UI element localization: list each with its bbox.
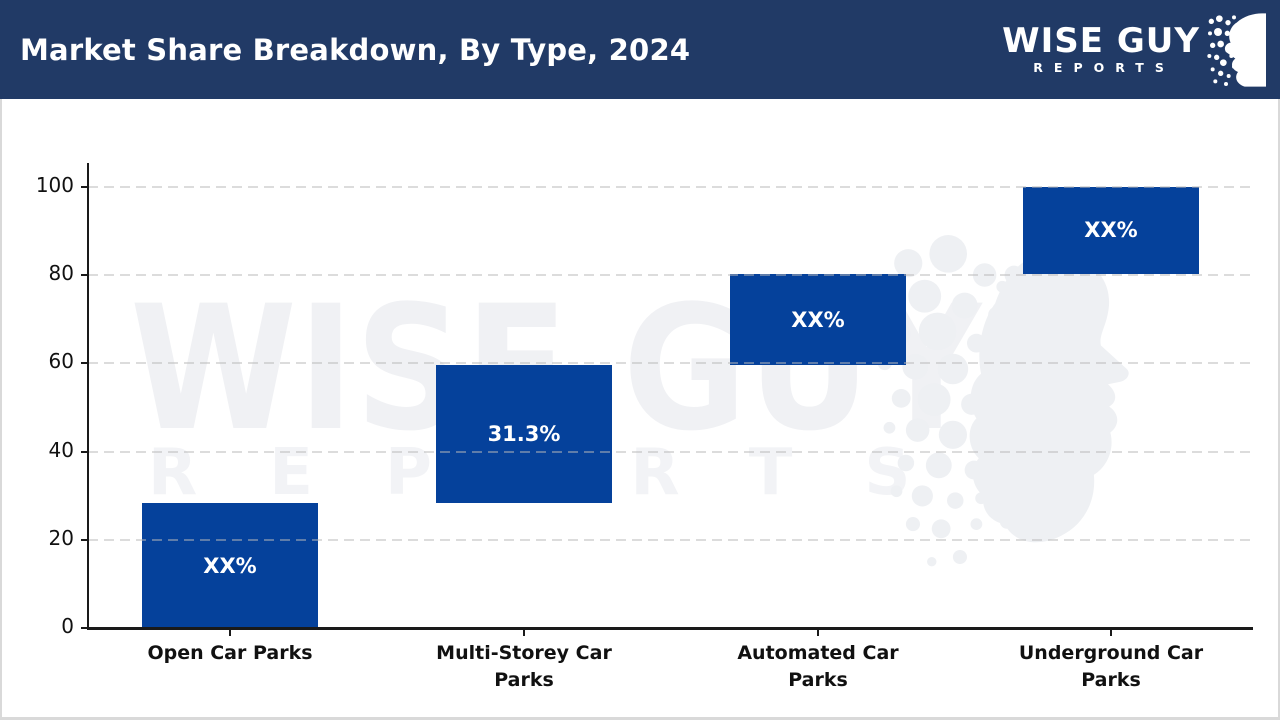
y-tick-label-20: 20	[48, 525, 74, 550]
category-label-0: Open Car Parks	[147, 642, 313, 664]
y-tick-mark-100	[81, 186, 88, 188]
bar-value-label: XX%	[791, 307, 845, 332]
x-tick-mark-0	[229, 628, 231, 636]
x-tick-mark-3	[1110, 628, 1112, 636]
y-tick-mark-40	[81, 450, 88, 453]
brand-head-dots-icon	[1207, 12, 1266, 87]
gridline-80	[88, 274, 1253, 277]
bar-0: XX%	[142, 503, 318, 628]
gridline-20	[88, 538, 1253, 541]
gridline-100	[88, 186, 1253, 188]
y-tick-label-60: 60	[48, 349, 74, 374]
y-axis-line	[87, 163, 89, 630]
brand-logo: WISE GUY REPORTS	[1002, 12, 1266, 88]
chart-title: Market Share Breakdown, By Type, 2024	[20, 32, 691, 67]
y-tick-mark-80	[81, 274, 88, 277]
gridline-40	[88, 450, 1253, 453]
brand-text: WISE GUY REPORTS	[1002, 24, 1200, 75]
x-tick-mark-1	[523, 628, 525, 636]
category-label-3: Underground Car Parks	[1018, 642, 1204, 691]
y-tick-mark-20	[81, 538, 88, 541]
x-axis-line	[87, 627, 1253, 630]
bar-value-label: XX%	[1084, 218, 1138, 243]
y-tick-mark-0	[81, 627, 88, 629]
brand-name: WISE GUY	[1002, 21, 1200, 62]
y-tick-mark-60	[81, 362, 88, 365]
y-tick-label-0: 0	[61, 614, 74, 638]
y-tick-label-80: 80	[48, 261, 74, 286]
y-tick-label-40: 40	[48, 437, 74, 462]
bar-value-label: XX%	[203, 553, 257, 578]
y-tick-label-100: 100	[35, 173, 74, 197]
category-label-1: Multi-Storey Car Parks	[436, 642, 612, 691]
x-tick-mark-2	[817, 628, 819, 636]
gridline-60	[88, 362, 1253, 365]
bar-3: XX%	[1023, 187, 1199, 274]
header-bar: Market Share Breakdown, By Type, 2024 WI…	[0, 0, 1280, 99]
category-label-2: Automated Car Parks	[737, 642, 899, 691]
bar-value-label: 31.3%	[487, 422, 561, 447]
bar-2: XX%	[730, 273, 906, 366]
bar-1: 31.3%	[436, 365, 612, 504]
chart-canvas: WISE GUY REPORTS	[0, 99, 1280, 720]
plot-area: WISE GUY REPORTS	[2, 99, 1278, 717]
brand-subtitle: REPORTS	[1033, 60, 1175, 76]
